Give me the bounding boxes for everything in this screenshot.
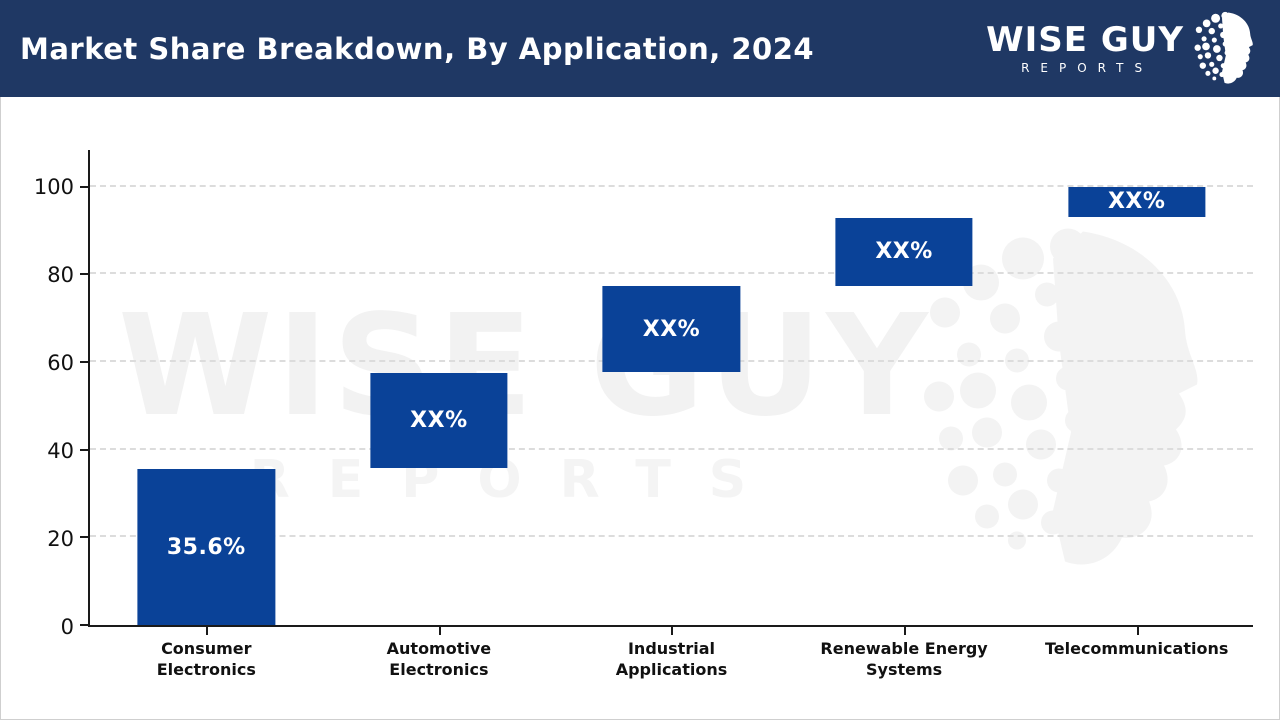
y-tick-label-60: 60 — [47, 350, 74, 375]
y-tick-mark-100 — [80, 185, 88, 188]
y-tick-label-100: 100 — [33, 174, 74, 199]
bar-value-label: XX% — [875, 239, 933, 265]
y-tick-label-40: 40 — [47, 439, 74, 463]
bar-segment: XX% — [1068, 186, 1206, 217]
bar-value-label: XX% — [410, 407, 468, 433]
x-tick-mark — [671, 627, 674, 635]
header-bar: Market Share Breakdown, By Application, … — [0, 0, 1280, 97]
page-title: Market Share Breakdown, By Application, … — [20, 31, 815, 66]
brand-logo: WISE GUY REPORTS — [986, 10, 1254, 88]
x-tick-mark — [904, 627, 907, 635]
bar-value-label: XX% — [1107, 189, 1166, 215]
logo-text: WISE GUY REPORTS — [986, 23, 1184, 75]
plot-area: 35.6% Consumer Electronics XX% Automotive E… — [80, 150, 1253, 679]
category-label: Automotive Electronics — [386, 639, 492, 680]
x-tick-mark — [206, 627, 209, 635]
gridline-80 — [90, 272, 1253, 275]
y-tick-label-0: 0 — [60, 615, 74, 639]
y-tick-label-20: 20 — [47, 527, 74, 551]
y-tick-mark-20 — [80, 536, 88, 539]
category-label: Renewable Energy Systems — [820, 639, 988, 680]
bar-slot: XX% Telecommunications — [1020, 150, 1253, 658]
bar-slot: XX% Automotive Electronics — [323, 150, 556, 679]
logo-wordmark: WISE GUY — [986, 19, 1184, 60]
y-tick-mark-80 — [80, 273, 88, 276]
bar-slot: XX% Industrial Applications — [555, 150, 788, 679]
bar-value-label: XX% — [642, 316, 701, 342]
logo-subtext: REPORTS — [1021, 60, 1154, 75]
bar-segment: XX% — [602, 286, 741, 373]
y-tick-mark-0 — [80, 624, 88, 626]
category-label: Industrial Applications — [615, 639, 728, 680]
category-label: Consumer Electronics — [156, 639, 256, 680]
y-tick-mark-60 — [80, 361, 88, 364]
dot-face-profile-icon — [1190, 10, 1254, 88]
bar-slots: 35.6% Consumer Electronics XX% Automotive E… — [90, 150, 1253, 679]
gridline-100 — [90, 184, 1253, 187]
bar-slot: 35.6% Consumer Electronics — [90, 150, 323, 679]
y-axis-tick-labels: 0 20 40 60 80 100 — [0, 150, 88, 639]
x-tick-mark — [1136, 627, 1139, 635]
gridline-40 — [90, 447, 1253, 450]
bar-segment: XX% — [835, 217, 973, 286]
bar-value-label: 35.6% — [166, 534, 246, 560]
y-tick-mark-40 — [80, 448, 88, 451]
x-tick-mark — [438, 627, 441, 635]
bar-segment: 35.6% — [137, 469, 275, 625]
gridline-20 — [90, 535, 1253, 538]
bar-slot: XX% Renewable Energy Systems — [788, 150, 1021, 679]
bar-segment: XX% — [370, 373, 508, 468]
category-label: Telecommunications — [1044, 639, 1229, 658]
y-tick-label-80: 80 — [47, 262, 74, 287]
